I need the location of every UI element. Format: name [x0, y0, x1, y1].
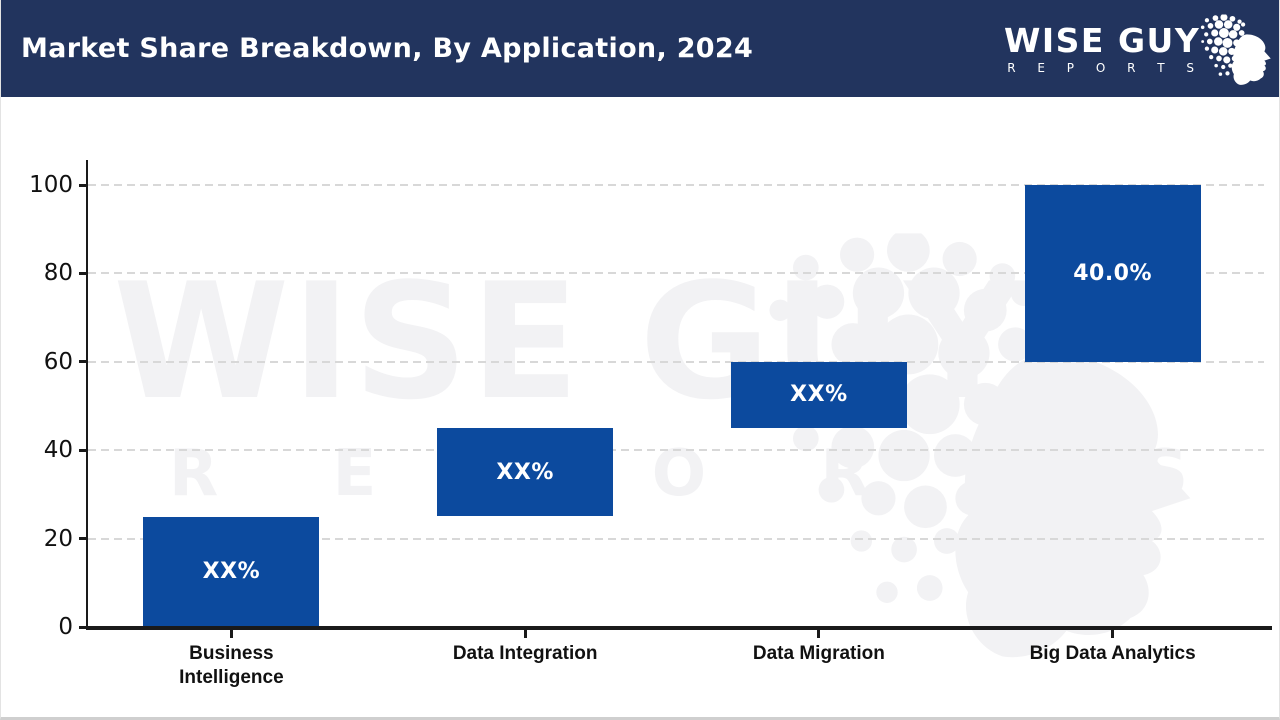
bar: XX%: [730, 361, 907, 429]
y-axis-tick: [79, 625, 88, 629]
bar-value-label: XX%: [202, 559, 261, 585]
gridline: [88, 537, 1264, 540]
y-axis-tick-label: 40: [43, 437, 73, 464]
bar: XX%: [143, 516, 320, 627]
y-axis-tick-label: 0: [58, 614, 73, 640]
y-axis-tick: [79, 537, 88, 541]
y-axis-line: [85, 160, 88, 630]
x-axis-tick: [817, 629, 821, 638]
bar-chart-plot: 0 20 40 60 80 100 XX% Business Intelligence XX% D…: [1, 97, 1279, 717]
y-axis-tick-label: 60: [43, 348, 73, 375]
chart-title: Market Share Breakdown, By Application, …: [21, 33, 754, 64]
x-axis-line: [85, 626, 1272, 630]
header-bar: Market Share Breakdown, By Application, …: [1, 0, 1279, 97]
logo-wordmark: WISE GUY: [1003, 21, 1201, 60]
y-axis-tick: [79, 360, 88, 364]
x-axis-tick: [523, 629, 527, 638]
y-axis-tick-label: 20: [43, 525, 73, 552]
bar-value-label: 40.0%: [1073, 260, 1153, 286]
chart-canvas: WISE GUY R E P O R T S 0 20 40 60 80 100 XX% Bu…: [1, 97, 1279, 717]
x-axis-tick: [229, 629, 233, 638]
y-axis-tick: [79, 271, 88, 275]
y-axis-tick-label: 100: [29, 172, 73, 198]
y-axis-tick: [79, 448, 88, 452]
brand-logo: WISE GUY R E P O R T S: [1001, 8, 1275, 92]
gridline: [88, 272, 1264, 275]
x-axis-category-label: Data Integration: [452, 643, 598, 664]
x-axis-category-label: Business Intelligence: [179, 643, 284, 688]
y-axis-tick-label: 80: [43, 260, 73, 287]
gridline: [88, 360, 1264, 363]
bar: 40.0%: [1024, 185, 1201, 362]
y-axis-tick: [79, 183, 88, 187]
gridline: [88, 449, 1264, 452]
bar-value-label: XX%: [790, 382, 848, 408]
x-axis-category-label: Big Data Analytics: [1029, 643, 1196, 664]
gridline: [88, 184, 1264, 186]
bar-value-label: XX%: [496, 459, 554, 485]
logo-subtext: R E P O R T S: [1007, 61, 1203, 75]
x-axis-tick: [1111, 629, 1115, 638]
dotted-face-logo-icon: [1197, 8, 1275, 92]
brand-logo-text: WISE GUY R E P O R T S: [1001, 24, 1203, 75]
bar: XX%: [437, 428, 614, 517]
x-axis-category-label: Data Migration: [752, 643, 885, 664]
